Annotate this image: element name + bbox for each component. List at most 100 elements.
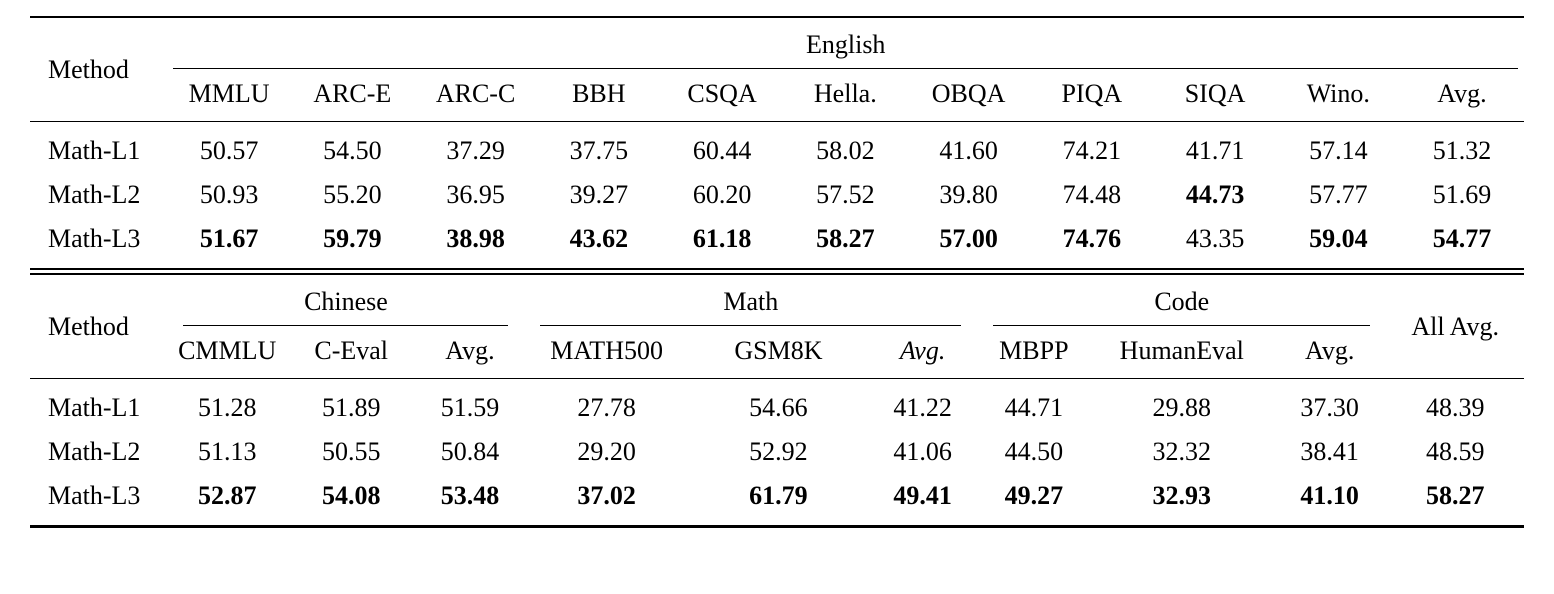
value-cell: 39.27: [569, 180, 629, 209]
column-header-mbpp: MBPP: [977, 326, 1091, 379]
method-cell: Math-L1: [48, 393, 141, 422]
column-header-csqa: CSQA: [660, 69, 784, 122]
column-header-wino: Wino.: [1276, 69, 1400, 122]
value-cell: 29.20: [577, 437, 636, 466]
value-cell-best: 59.79: [323, 224, 382, 253]
value-cell: 41.22: [893, 393, 952, 422]
method-cell: Math-L1: [48, 136, 141, 165]
value-cell-best: 59.04: [1309, 224, 1368, 253]
value-cell-best: 57.00: [939, 224, 998, 253]
value-cell: 37.29: [446, 136, 505, 165]
value-cell: 39.80: [939, 180, 998, 209]
value-cell: 51.28: [197, 393, 257, 422]
column-header-humaneval: HumanEval: [1090, 326, 1273, 379]
method-cell: Math-L2: [48, 437, 141, 466]
value-cell: 36.95: [446, 180, 505, 209]
value-cell: 48.39: [1425, 393, 1485, 422]
value-cell: 57.77: [1309, 180, 1368, 209]
value-cell: 74.48: [1062, 180, 1122, 209]
value-cell-best: 74.76: [1062, 224, 1122, 253]
column-header-piqa: PIQA: [1030, 69, 1154, 122]
value-cell: 29.88: [1152, 393, 1212, 422]
value-cell: 60.44: [692, 136, 752, 165]
value-cell-best: 53.48: [440, 481, 500, 510]
value-cell: 43.35: [1185, 224, 1245, 253]
column-header-arc-e: ARC-E: [290, 69, 414, 122]
column-header-avg-cn: Avg.: [415, 326, 525, 379]
group-header-english: English: [167, 17, 1524, 69]
column-header-all-avg: All Avg.: [1386, 275, 1524, 379]
value-cell: 41.60: [939, 136, 998, 165]
column-header-obqa: OBQA: [906, 69, 1031, 122]
table-row-math-l1: Math-L1 51.28 51.89 51.59 27.78 54.66 41…: [30, 379, 1524, 431]
column-header-row: CMMLU C-Eval Avg. MATH500 GSM8K Avg. MBP…: [30, 326, 1524, 379]
table-row-math-l1: Math-L1 50.57 54.50 37.29 37.75 60.44 58…: [30, 122, 1524, 174]
value-cell: 37.75: [569, 136, 629, 165]
value-cell: 44.50: [1004, 437, 1064, 466]
column-header-avg: Avg.: [1399, 69, 1524, 122]
code-group-rule: Code: [993, 275, 1371, 326]
value-cell: 54.50: [323, 136, 382, 165]
column-header-cmmlu: CMMLU: [167, 326, 287, 379]
value-cell-best: 49.41: [893, 481, 952, 510]
group-header-math: Math: [524, 275, 977, 326]
group-label: English: [805, 30, 886, 59]
column-header-hella: Hella.: [783, 69, 907, 122]
multidomain-results-table: Method Chinese Math Code All Avg.: [30, 275, 1524, 528]
method-cell: Math-L2: [48, 180, 141, 209]
table-row-math-l2: Math-L2 50.93 55.20 36.95 39.27 60.20 57…: [30, 173, 1524, 217]
group-label: Math: [723, 287, 779, 316]
value-cell: 74.21: [1062, 136, 1122, 165]
column-header-arc-c: ARC-C: [413, 69, 538, 122]
value-cell: 57.52: [816, 180, 875, 209]
group-header-code: Code: [977, 275, 1386, 326]
column-header-c-eval: C-Eval: [286, 326, 416, 379]
method-cell: Math-L3: [48, 224, 141, 253]
column-header-mmlu: MMLU: [167, 69, 291, 122]
method-column-header: Method: [30, 275, 168, 379]
value-cell-best: 58.27: [816, 224, 875, 253]
value-cell: 50.93: [199, 180, 259, 209]
value-cell-best: 49.27: [1004, 481, 1064, 510]
group-label: Chinese: [304, 287, 388, 316]
value-cell-best: 41.10: [1300, 481, 1359, 510]
value-cell-best: 61.79: [749, 481, 808, 510]
value-cell: 41.71: [1185, 136, 1245, 165]
value-cell: 37.30: [1300, 393, 1359, 422]
group-header-row: Method English: [30, 17, 1524, 122]
method-cell: Math-L3: [48, 481, 141, 510]
math-group-rule: Math: [540, 275, 962, 326]
value-cell-best: 44.73: [1185, 180, 1245, 209]
table-row-math-l3: Math-L3 51.67 59.79 38.98 43.62 61.18 58…: [30, 217, 1524, 268]
value-cell: 60.20: [692, 180, 752, 209]
column-header-avg-math: Avg.: [868, 326, 978, 379]
value-cell-best: 43.62: [569, 224, 629, 253]
group-header-chinese: Chinese: [167, 275, 524, 326]
value-cell: 51.69: [1432, 180, 1492, 209]
value-cell: 51.32: [1432, 136, 1492, 165]
column-header-avg-code: Avg.: [1272, 326, 1387, 379]
value-cell: 54.66: [749, 393, 808, 422]
column-header-siqa: SIQA: [1153, 69, 1277, 122]
value-cell-best: 58.27: [1425, 481, 1485, 510]
group-label: Code: [1154, 287, 1210, 316]
value-cell-best: 52.87: [197, 481, 257, 510]
value-cell: 27.78: [577, 393, 636, 422]
value-cell: 51.13: [197, 437, 257, 466]
value-cell-best: 61.18: [692, 224, 752, 253]
value-cell: 50.57: [199, 136, 259, 165]
chinese-group-rule: Chinese: [183, 275, 509, 326]
english-group-rule: English: [173, 18, 1518, 69]
value-cell-best: 54.08: [321, 481, 381, 510]
double-rule-divider: [30, 268, 1524, 275]
value-cell: 58.02: [816, 136, 875, 165]
value-cell-best: 37.02: [577, 481, 636, 510]
value-cell: 32.32: [1152, 437, 1212, 466]
value-cell: 51.59: [440, 393, 500, 422]
group-header-row: Method Chinese Math Code All Avg.: [30, 275, 1524, 379]
value-cell: 44.71: [1004, 393, 1064, 422]
value-cell: 38.41: [1300, 437, 1359, 466]
column-header-row: MMLU ARC-E ARC-C BBH CSQA Hella. OBQA PI…: [30, 69, 1524, 122]
table-row-math-l3: Math-L3 52.87 54.08 53.48 37.02 61.79 49…: [30, 474, 1524, 527]
